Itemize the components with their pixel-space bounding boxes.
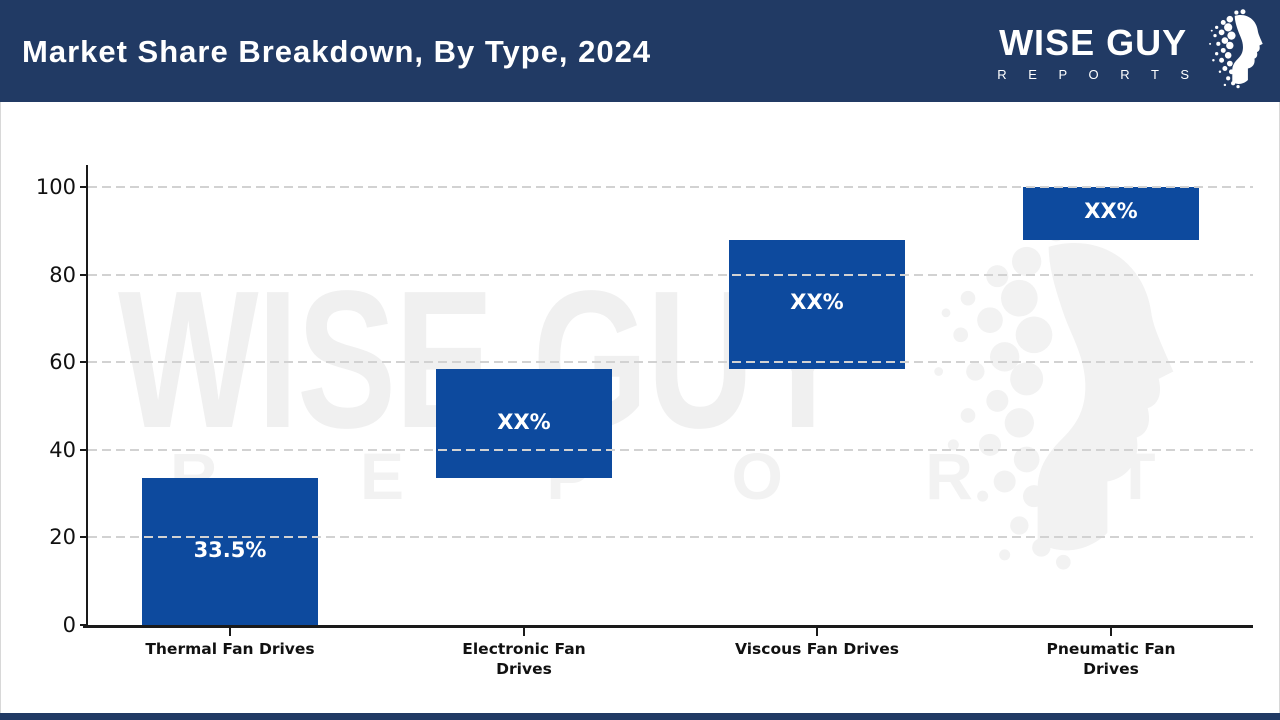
bar-value-electronic-fan-drives: XX% bbox=[497, 409, 551, 434]
x-label-3: Pneumatic Fan Drives bbox=[1046, 640, 1176, 678]
logo-subtext: R E P O R T S bbox=[997, 66, 1198, 82]
y-tick-80 bbox=[80, 273, 88, 276]
y-tick-label-40: 40 bbox=[49, 437, 76, 462]
x-label-0: Thermal Fan Drives bbox=[145, 640, 315, 658]
header-bar: Market Share Breakdown, By Type, 2024 WI… bbox=[0, 0, 1280, 102]
x-tick-2 bbox=[816, 628, 818, 636]
watermark-head-icon bbox=[934, 217, 1174, 570]
bar-value-thermal-fan-drives: 33.5% bbox=[193, 537, 267, 562]
y-axis-line bbox=[86, 165, 88, 628]
brand-logo: WISE GUY R E P O R T S bbox=[988, 8, 1266, 92]
logo-wordmark: WISE GUY bbox=[999, 21, 1188, 63]
y-tick-label-100: 100 bbox=[35, 175, 76, 199]
y-tick-100 bbox=[80, 186, 88, 188]
gridline-80 bbox=[88, 273, 1253, 276]
x-tick-1 bbox=[523, 628, 525, 636]
gridline-60 bbox=[88, 361, 1253, 364]
bar-value-viscous-fan-drives: XX% bbox=[790, 290, 844, 315]
page-title: Market Share Breakdown, By Type, 2024 bbox=[22, 34, 652, 69]
x-axis-line bbox=[83, 625, 1253, 628]
x-label-2: Viscous Fan Drives bbox=[735, 640, 899, 658]
x-label-1: Electronic Fan Drives bbox=[462, 640, 586, 678]
x-tick-3 bbox=[1110, 628, 1112, 636]
gridline-40 bbox=[88, 448, 1253, 451]
y-tick-40 bbox=[80, 448, 88, 451]
bar-viscous-fan-drives bbox=[729, 239, 905, 369]
bar-thermal-fan-drives bbox=[142, 478, 318, 625]
x-tick-0 bbox=[229, 628, 231, 636]
y-tick-label-20: 20 bbox=[49, 525, 76, 550]
gridline-20 bbox=[88, 536, 1253, 539]
y-tick-20 bbox=[80, 536, 88, 539]
logo-text: WISE GUY R E P O R T S bbox=[988, 21, 1198, 82]
bar-value-pneumatic-fan-drives: XX% bbox=[1084, 199, 1138, 224]
logo-head-icon bbox=[1209, 9, 1263, 89]
y-tick-label-60: 60 bbox=[49, 350, 76, 375]
y-tick-60 bbox=[80, 361, 88, 364]
footer-bar bbox=[0, 713, 1280, 720]
bar-electronic-fan-drives bbox=[436, 368, 612, 479]
y-tick-label-80: 80 bbox=[49, 262, 76, 287]
gridline-100 bbox=[88, 186, 1253, 188]
watermark-subtext: R E P O R T S bbox=[170, 439, 1280, 513]
y-tick-label-0: 0 bbox=[62, 613, 76, 637]
